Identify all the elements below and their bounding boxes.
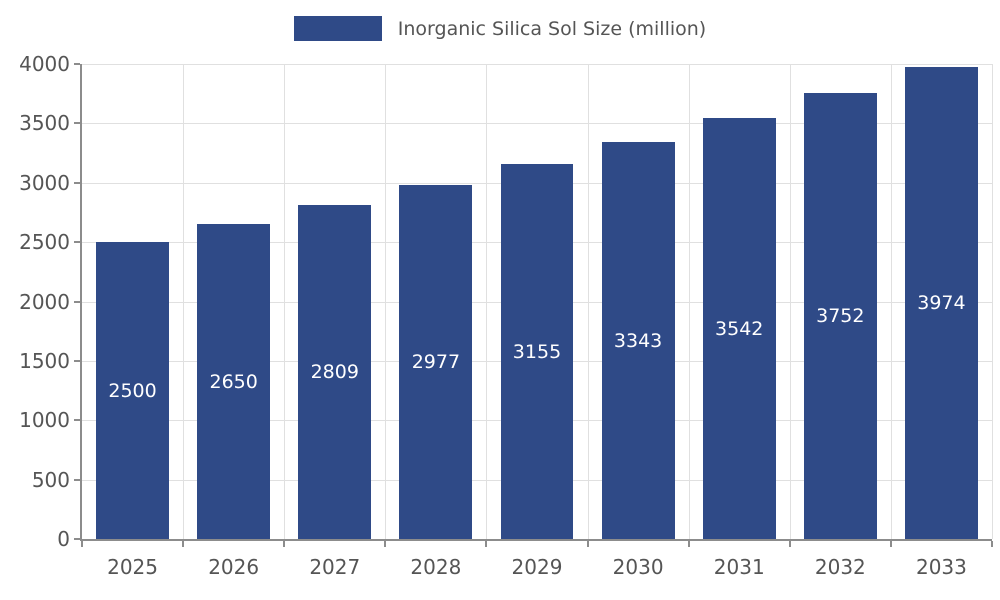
bar-value-label: 3974 xyxy=(917,292,966,315)
gridline-horizontal xyxy=(82,64,992,65)
y-axis-label: 2000 xyxy=(19,289,70,314)
y-axis-tick xyxy=(74,359,80,362)
gridline-vertical xyxy=(992,64,993,539)
bar-2025: 2500 xyxy=(96,242,169,539)
y-axis-tick xyxy=(74,300,80,303)
x-axis-tick xyxy=(889,541,892,547)
x-axis-label-2032: 2032 xyxy=(814,555,866,579)
bar-value-label: 2977 xyxy=(411,351,461,374)
y-axis-label: 1000 xyxy=(19,408,70,433)
x-axis-label-2029: 2029 xyxy=(511,555,563,579)
x-axis-tick xyxy=(485,541,488,547)
x-axis-label-2028: 2028 xyxy=(410,555,462,579)
bar-value-label: 3542 xyxy=(715,317,764,340)
gridline-vertical xyxy=(486,64,488,539)
bar-value-label: 3343 xyxy=(613,329,663,352)
bar-2029: 3155 xyxy=(500,164,574,539)
y-axis-tick xyxy=(74,122,80,125)
y-axis-label: 2500 xyxy=(19,230,70,255)
gridline-horizontal xyxy=(82,123,992,125)
legend-swatch xyxy=(293,16,382,41)
x-axis-tick xyxy=(81,541,83,547)
gridline-vertical xyxy=(385,64,387,539)
x-axis-tick xyxy=(283,541,286,547)
x-axis-tick xyxy=(991,541,993,547)
bar-value-label: 2809 xyxy=(310,361,359,384)
x-axis-label-2030: 2030 xyxy=(612,555,664,579)
x-axis-tick xyxy=(384,541,387,547)
gridline-vertical xyxy=(587,64,589,539)
x-axis-label-2025: 2025 xyxy=(107,555,158,579)
bar-2033: 3974 xyxy=(905,67,978,539)
x-axis-label-2026: 2026 xyxy=(208,555,260,579)
y-axis-tick xyxy=(74,63,80,65)
x-axis-tick xyxy=(788,541,791,547)
chart-legend: Inorganic Silica Sol Size (million) xyxy=(0,16,1000,41)
y-axis-tick xyxy=(74,241,80,244)
x-axis-tick xyxy=(182,541,185,547)
x-axis-label-2031: 2031 xyxy=(713,555,765,579)
y-axis-label: 3500 xyxy=(19,111,70,136)
bar-value-label: 3155 xyxy=(512,340,562,363)
bar-2030: 3343 xyxy=(601,142,675,539)
bar-value-label: 3752 xyxy=(816,305,865,328)
y-axis-tick xyxy=(74,419,80,422)
legend-label: Inorganic Silica Sol Size (million) xyxy=(397,17,707,40)
y-axis-label: 3000 xyxy=(19,170,70,195)
gridline-vertical xyxy=(183,64,185,539)
bar-2032: 3752 xyxy=(803,93,877,539)
gridline-vertical xyxy=(789,64,791,539)
bar-value-label: 2650 xyxy=(209,370,258,393)
y-axis-label: 4000 xyxy=(19,52,70,76)
y-axis-label: 1500 xyxy=(19,348,70,373)
gridline-vertical xyxy=(284,64,286,539)
y-axis-tick xyxy=(74,478,80,481)
bar-2027: 2809 xyxy=(298,205,372,539)
y-axis-label: 500 xyxy=(31,467,70,492)
x-axis-label-2027: 2027 xyxy=(309,555,361,579)
plot-area: 0 500 1000 1500 2000 2500 3000 3500 4000 2500 2025… xyxy=(19,52,993,579)
x-axis-tick xyxy=(586,541,589,547)
x-axis-tick xyxy=(687,541,690,547)
y-axis-label: 0 xyxy=(57,527,70,551)
gridline-vertical xyxy=(688,64,690,539)
bar-value-label: 2500 xyxy=(108,379,157,402)
x-axis-label-2033: 2033 xyxy=(915,555,967,579)
y-axis-tick xyxy=(74,181,80,184)
bar-2026: 2650 xyxy=(197,224,271,539)
gridline-vertical xyxy=(890,64,892,539)
bar-2028: 2977 xyxy=(399,185,473,539)
bar-2031: 3542 xyxy=(702,118,776,539)
y-axis-tick xyxy=(74,538,80,540)
